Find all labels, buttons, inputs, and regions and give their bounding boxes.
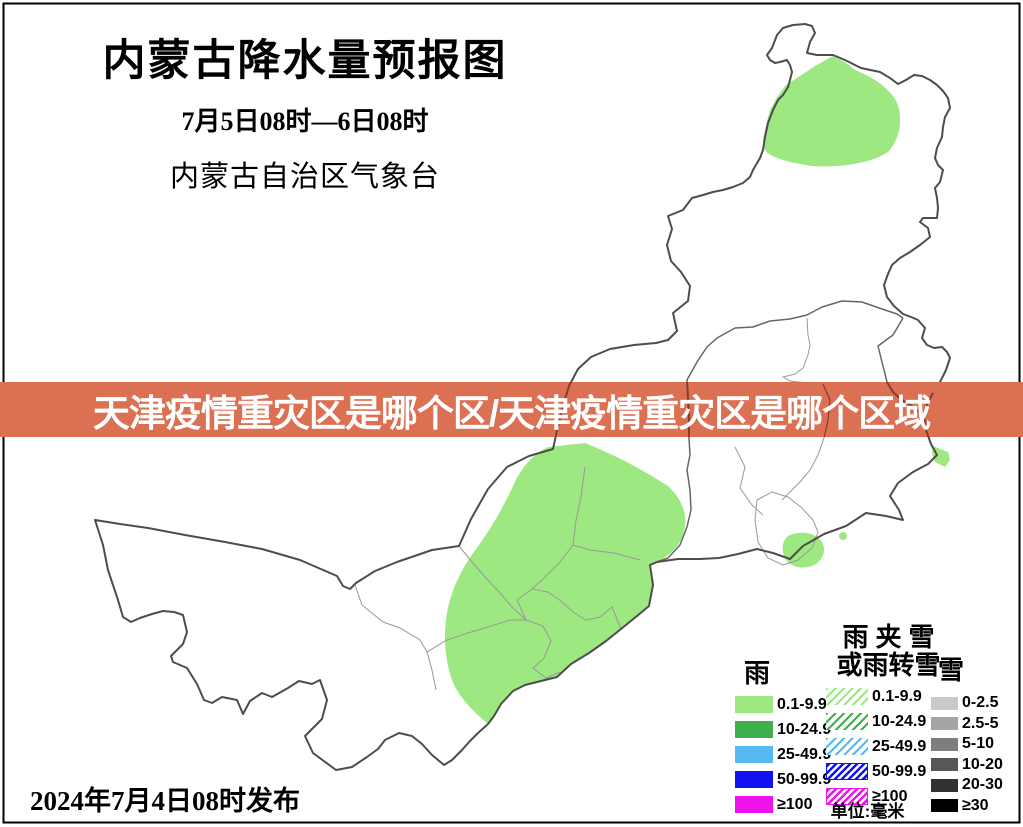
snow-label-5: 20-30 (962, 776, 1003, 794)
legend-row: 50-99.9 (826, 759, 951, 784)
rain-label-1: 0.1-9.9 (777, 695, 827, 713)
rain-swatch-1 (735, 696, 773, 713)
legend-sleet-column: 雨夹雪 或雨转雪 0.1-9.9 10-24.9 25-49.9 50-99.9 (826, 624, 951, 809)
rain-swatch-4 (735, 771, 773, 788)
sleet-label-5: ≥100 (872, 787, 908, 805)
legend-sleet-title-line1: 雨夹雪 (842, 623, 942, 652)
snow-label-1: 0-2.5 (962, 694, 999, 712)
precip-area-northeast (763, 56, 901, 167)
rain-swatch-2 (735, 721, 773, 738)
snow-label-6: ≥30 (962, 796, 989, 814)
sleet-label-4: 50-99.9 (872, 762, 927, 780)
legend: 雨 0.1-9.9 10-24.9 25-49.9 50-99.9 ≥100 (733, 624, 1023, 824)
precip-area-central (444, 443, 686, 724)
legend-sleet-title-line2: 或雨转雪 (836, 651, 941, 680)
legend-snow-title: 雪 (938, 656, 965, 685)
legend-row: 0.1-9.9 (826, 684, 951, 709)
province-outline (94, 23, 951, 771)
legend-unit-label: 单位:毫米 (830, 802, 905, 821)
legend-row: 50-99.9 (735, 767, 831, 792)
legend-row: 10-20 (931, 755, 1003, 776)
legend-row: 10-24.9 (826, 709, 951, 734)
snow-swatch-3 (931, 737, 958, 751)
sleet-label-3: 25-49.9 (872, 737, 927, 755)
page-title: 内蒙古降水量预报图 (102, 38, 508, 85)
legend-rain-column: 雨 0.1-9.9 10-24.9 25-49.9 50-99.9 ≥100 (735, 660, 831, 817)
legend-row: 20-30 (931, 775, 1003, 796)
agency-name: 内蒙古自治区气象台 (169, 161, 440, 193)
legend-row: ≥100 (735, 792, 831, 817)
snow-label-3: 5-10 (962, 735, 995, 753)
legend-row: 5-10 (931, 734, 1003, 755)
snow-label-2: 2.5-5 (962, 714, 999, 732)
precip-area-speck (839, 532, 847, 540)
legend-sleet-rows: 0.1-9.9 10-24.9 25-49.9 50-99.9 ≥100 (826, 684, 951, 809)
legend-row: 0.1-9.9 (735, 692, 831, 717)
rain-label-3: 25-49.9 (777, 745, 832, 763)
snow-swatch-1 (931, 696, 958, 710)
legend-row: 2.5-5 (931, 714, 1003, 735)
legend-row: 10-24.9 (735, 717, 831, 742)
forecast-period: 7月5日08时—6日08时 (181, 107, 429, 136)
league-boundaries (354, 317, 831, 691)
legend-row: 25-49.9 (826, 734, 951, 759)
rain-label-4: 50-99.9 (777, 770, 832, 788)
rain-label-5: ≥100 (777, 795, 813, 813)
precip-areas (444, 56, 950, 724)
legend-rain-title: 雨 (744, 659, 771, 688)
issue-date: 2024年7月4日08时发布 (30, 786, 300, 816)
precip-area-east-tip (932, 446, 950, 467)
sleet-swatch-4 (826, 763, 868, 780)
snow-swatch-2 (931, 717, 958, 731)
legend-row: 0-2.5 (931, 693, 1003, 714)
boundary-xilingol-east (656, 300, 904, 563)
legend-row: ≥30 (931, 796, 1003, 817)
rain-swatch-3 (735, 746, 773, 763)
snow-swatch-5 (931, 778, 958, 792)
sleet-swatch-5 (826, 788, 868, 805)
sleet-label-2: 10-24.9 (872, 712, 927, 730)
headline-banner: 天津疫情重灾区是哪个区/天津疫情重灾区是哪个区域 (92, 392, 931, 434)
snow-swatch-4 (931, 758, 958, 772)
snow-swatch-6 (931, 799, 958, 813)
snow-label-4: 10-20 (962, 755, 1003, 773)
sleet-label-1: 0.1-9.9 (872, 687, 922, 705)
legend-row: 25-49.9 (735, 742, 831, 767)
sleet-swatch-3 (826, 738, 868, 755)
precip-area-southeast (782, 532, 825, 568)
title-block: 内蒙古降水量预报图 7月5日08时—6日08时 内蒙古自治区气象台 (55, 26, 555, 195)
rain-label-2: 10-24.9 (777, 720, 832, 738)
banner-crossing-lines (554, 382, 934, 437)
legend-row: ≥100 (826, 784, 951, 809)
sleet-swatch-1 (826, 688, 868, 705)
sleet-swatch-2 (826, 713, 868, 730)
legend-snow-column: 雪 0-2.5 2.5-5 5-10 10-20 20-30 (931, 657, 1003, 816)
rain-swatch-5 (735, 796, 773, 813)
banner-background (0, 382, 1023, 437)
